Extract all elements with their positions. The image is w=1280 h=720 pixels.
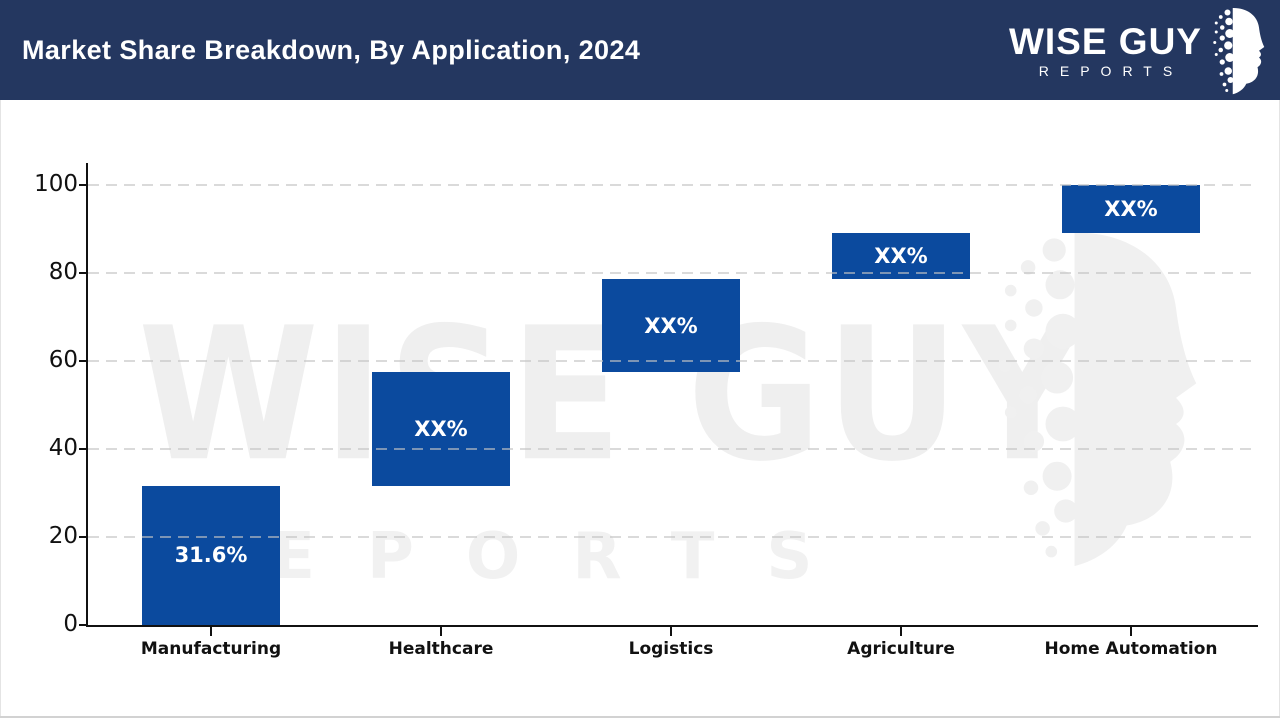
bar-value-label: XX% xyxy=(644,313,698,338)
y-tick-100 xyxy=(79,184,88,186)
x-tick-1 xyxy=(440,627,442,636)
x-category-label: Manufacturing xyxy=(140,639,282,659)
bar-manufacturing: 31.6% xyxy=(142,485,280,625)
y-tick-label-40: 40 xyxy=(48,435,78,461)
gridline-20 xyxy=(88,536,1258,538)
x-tick-4 xyxy=(1130,627,1132,636)
y-tick-60 xyxy=(79,360,88,362)
y-tick-label-60: 60 xyxy=(48,347,78,373)
x-category-label: Logistics xyxy=(628,639,714,659)
header-bar: Market Share Breakdown, By Application, … xyxy=(0,0,1280,100)
x-category-label: Healthcare xyxy=(388,639,494,659)
brand-logo: WISE GUY REPORTS xyxy=(1009,5,1280,95)
gridline-40 xyxy=(88,448,1258,450)
gridline-100 xyxy=(88,184,1258,186)
bar-healthcare: XX% xyxy=(372,372,510,486)
y-tick-label-20: 20 xyxy=(48,523,78,549)
chart-title: Market Share Breakdown, By Application, … xyxy=(22,34,641,65)
bar-value-label: 31.6% xyxy=(174,543,248,568)
brand-face-icon xyxy=(1213,8,1265,95)
footer-divider xyxy=(0,716,1280,718)
brand-subname: REPORTS xyxy=(1038,62,1184,79)
bar-home-automation: XX% xyxy=(1062,185,1200,233)
x-axis-line xyxy=(86,625,1258,627)
bar-value-label: XX% xyxy=(874,244,928,269)
x-tick-2 xyxy=(670,627,672,636)
x-category-label: Agriculture xyxy=(847,639,955,659)
x-tick-3 xyxy=(900,627,902,636)
bar-value-label: XX% xyxy=(414,416,468,441)
brand-name: WISE GUY xyxy=(1008,20,1202,62)
y-tick-80 xyxy=(79,272,88,274)
y-tick-label-0: 0 xyxy=(63,611,78,637)
gridline-80 xyxy=(88,272,1258,274)
bar-logistics: XX% xyxy=(602,279,740,372)
y-tick-label-100: 100 xyxy=(34,171,78,197)
x-tick-0 xyxy=(210,627,212,636)
y-axis-line xyxy=(86,163,88,627)
y-tick-label-80: 80 xyxy=(48,259,78,285)
gridline-60 xyxy=(88,360,1258,362)
y-tick-40 xyxy=(79,448,88,450)
bar-value-label: XX% xyxy=(1104,196,1158,221)
brand-logo-text: WISE GUY REPORTS xyxy=(1009,23,1202,78)
x-category-label: Home Automation xyxy=(1044,639,1218,659)
y-tick-0 xyxy=(79,624,88,626)
y-tick-20 xyxy=(79,536,88,538)
bar-agriculture: XX% xyxy=(832,232,970,280)
